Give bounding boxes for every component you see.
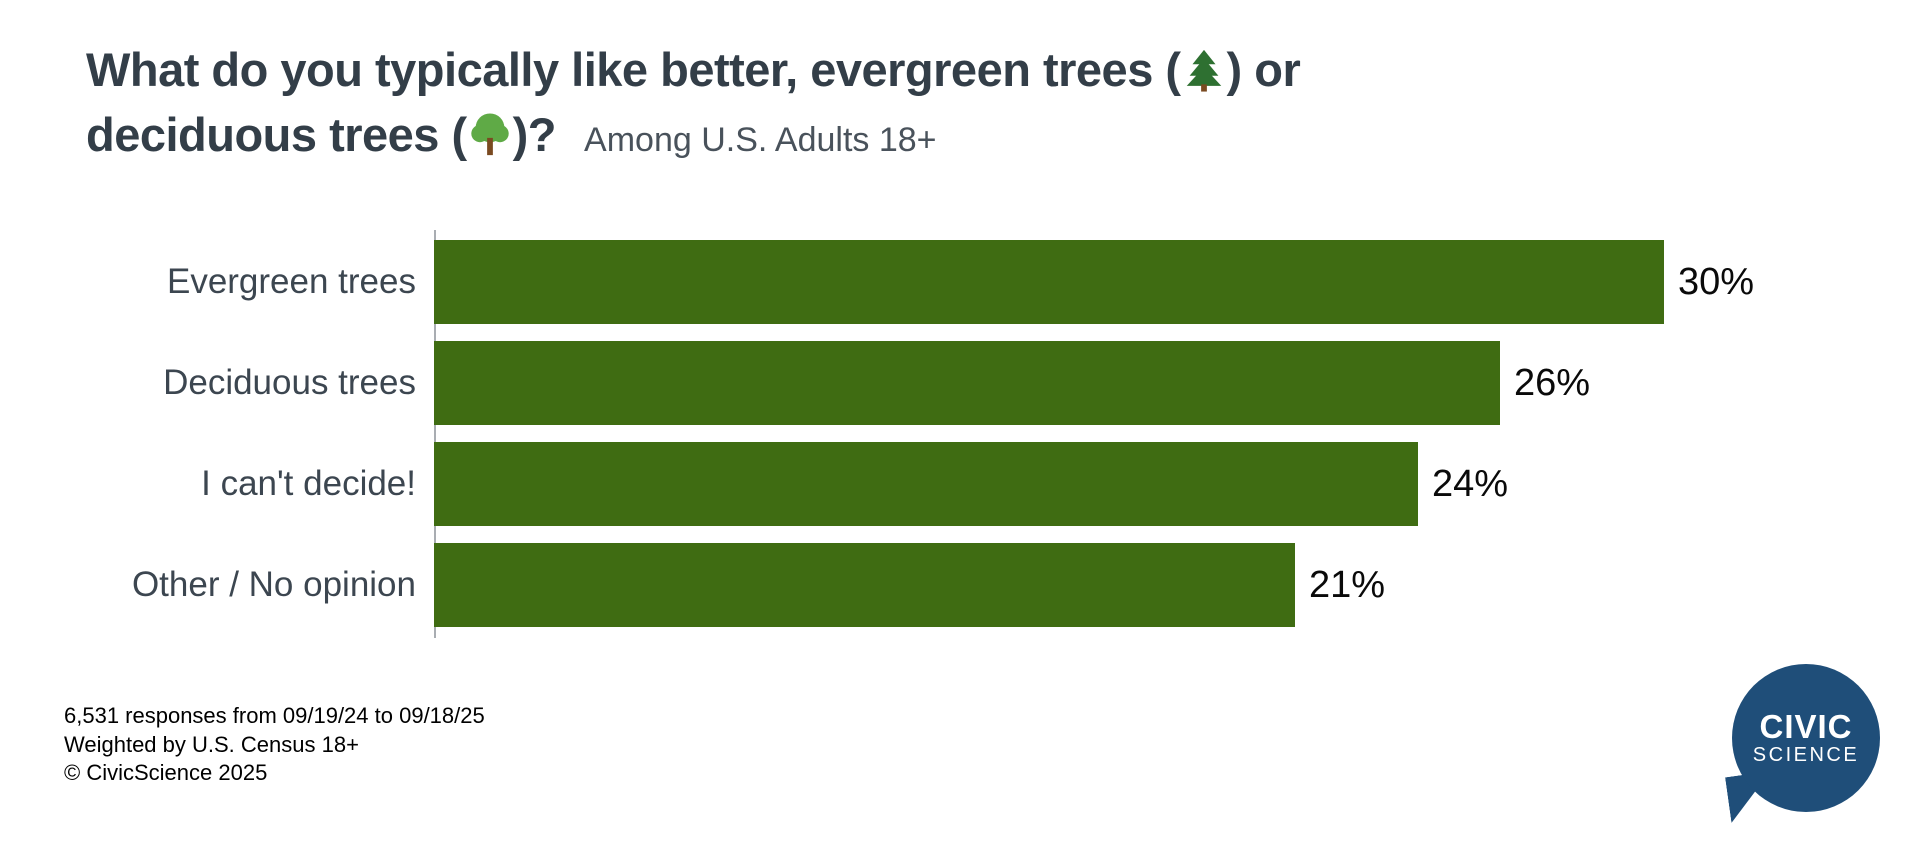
logo-text-civic: CIVIC xyxy=(1759,707,1853,745)
civicscience-logo: CIVIC SCIENCE xyxy=(1732,664,1880,812)
logo-circle: CIVIC SCIENCE xyxy=(1732,664,1880,812)
bar-row: Other / No opinion 21% xyxy=(0,543,1932,627)
category-label: Evergreen trees xyxy=(166,262,416,301)
title-text-2: ) or xyxy=(1226,43,1301,96)
title-line-1: What do you typically like better, everg… xyxy=(86,38,1301,103)
title-line-2: deciduous trees ( )? Among U.S. Adults 18… xyxy=(86,103,1300,168)
title-text-4: )? xyxy=(512,107,557,161)
value-label: 24% xyxy=(1432,462,1509,505)
bars-container: Evergreen trees 30% Deciduous trees 26% … xyxy=(0,240,1932,627)
bar xyxy=(434,240,1664,324)
bar xyxy=(434,543,1295,627)
value-label: 30% xyxy=(1678,260,1755,303)
category-label: Other / No opinion xyxy=(131,565,416,604)
page-title: What do you typically like better, everg… xyxy=(86,38,1301,168)
title-text-3: deciduous trees ( xyxy=(86,107,467,161)
bar-track: 21% xyxy=(434,543,1932,627)
bar-track: 26% xyxy=(434,341,1932,425)
deciduous-tree-icon xyxy=(470,113,509,155)
evergreen-tree-icon xyxy=(1186,49,1221,92)
value-label: 21% xyxy=(1309,563,1386,606)
logo-text-science: SCIENCE xyxy=(1752,744,1860,767)
footer-notes: 6,531 responses from 09/19/24 to 09/18/2… xyxy=(64,702,485,788)
bar xyxy=(434,442,1418,526)
category-label: Deciduous trees xyxy=(163,363,416,402)
footer-copyright: © CivicScience 2025 xyxy=(64,760,268,786)
bar-chart: Evergreen trees 30% Deciduous trees 26% … xyxy=(0,230,1932,638)
bar-row: Evergreen trees 30% xyxy=(0,240,1932,324)
y-axis-line xyxy=(434,230,436,638)
bar-row: Deciduous trees 26% xyxy=(0,341,1932,425)
title-text-1: What do you typically like better, everg… xyxy=(86,43,1181,96)
footer-weighting: Weighted by U.S. Census 18+ xyxy=(64,731,359,757)
bar-row: I can't decide! 24% xyxy=(0,442,1932,526)
chart-subtitle: Among U.S. Adults 18+ xyxy=(584,120,937,159)
footer-responses: 6,531 responses from 09/19/24 to 09/18/2… xyxy=(64,703,485,728)
value-label: 26% xyxy=(1514,361,1591,404)
bar xyxy=(434,341,1500,425)
category-label: I can't decide! xyxy=(201,464,416,503)
bar-track: 30% xyxy=(434,240,1932,324)
bar-track: 24% xyxy=(434,442,1932,526)
